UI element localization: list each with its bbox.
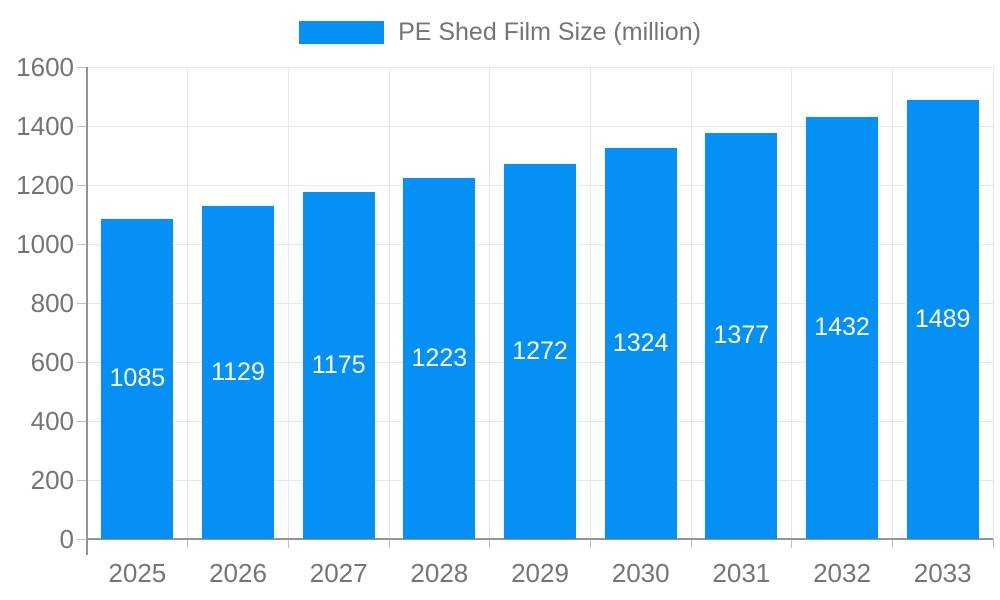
- x-axis-label: 2025: [108, 558, 167, 588]
- h-gridline: [87, 66, 993, 68]
- x-axis-label: 2031: [712, 558, 771, 588]
- bar-value-label: 1223: [411, 344, 468, 373]
- x-axis-label: 2030: [611, 558, 670, 588]
- y-axis-label: 600: [30, 347, 74, 377]
- y-axis-label: 1000: [16, 229, 74, 259]
- x-tick: [992, 539, 994, 548]
- y-axis-label: 400: [30, 406, 74, 436]
- bar-2026[interactable]: 1129: [202, 205, 274, 539]
- v-gridline: [489, 67, 491, 539]
- bar-2030[interactable]: 1324: [604, 148, 677, 539]
- y-axis-line: [86, 67, 88, 555]
- h-gridline: [87, 125, 993, 127]
- bar-value-label: 1324: [612, 329, 669, 358]
- x-axis-label: 2028: [410, 558, 469, 588]
- x-axis-label: 2027: [309, 558, 368, 588]
- bar-value-label: 1432: [814, 313, 870, 342]
- v-gridline: [187, 67, 189, 539]
- x-tick: [791, 539, 793, 548]
- bar-value-label: 1175: [311, 351, 366, 380]
- y-axis-label: 800: [30, 288, 74, 318]
- y-tick: [77, 538, 87, 540]
- bar-value-label: 1272: [512, 336, 568, 365]
- y-axis-label: 200: [30, 465, 74, 495]
- x-tick: [891, 539, 893, 548]
- v-gridline: [992, 67, 994, 539]
- bar-2032[interactable]: 1432: [806, 116, 878, 539]
- x-axis-label: 2029: [511, 558, 569, 588]
- v-gridline: [891, 67, 893, 539]
- y-axis-label: 1400: [16, 111, 74, 141]
- x-tick: [388, 539, 390, 548]
- y-tick: [77, 125, 87, 127]
- x-tick: [690, 539, 692, 548]
- legend-swatch: [299, 21, 385, 44]
- bar-2025[interactable]: 1085: [101, 218, 174, 539]
- v-gridline: [791, 67, 793, 539]
- x-axis-line: [87, 538, 993, 540]
- bar-2033[interactable]: 1489: [906, 99, 979, 539]
- bar-value-label: 1489: [914, 304, 971, 333]
- bar-2027[interactable]: 1175: [302, 192, 375, 539]
- bar-value-label: 1129: [211, 357, 265, 386]
- y-axis-label: 1200: [16, 170, 74, 200]
- x-tick: [589, 539, 591, 548]
- y-tick: [77, 184, 87, 186]
- legend[interactable]: PE Shed Film Size (million): [0, 18, 1000, 47]
- y-tick: [77, 479, 87, 481]
- legend-label: PE Shed Film Size (million): [398, 18, 701, 46]
- bar-value-label: 1377: [713, 321, 770, 350]
- v-gridline: [388, 67, 390, 539]
- x-tick: [489, 539, 491, 548]
- y-tick: [77, 243, 87, 245]
- x-axis-label: 2032: [813, 558, 871, 588]
- bar-2029[interactable]: 1272: [504, 163, 576, 539]
- y-tick: [77, 361, 87, 363]
- x-axis-label: 2026: [209, 558, 267, 588]
- y-tick: [77, 302, 87, 304]
- bar-2028[interactable]: 1223: [403, 178, 476, 539]
- y-axis-label: 0: [59, 524, 74, 554]
- x-tick: [187, 539, 189, 548]
- y-axis-label: 1600: [16, 52, 74, 82]
- bar-2031[interactable]: 1377: [705, 132, 778, 539]
- v-gridline: [287, 67, 289, 539]
- v-gridline: [589, 67, 591, 539]
- y-tick: [77, 420, 87, 422]
- x-tick: [287, 539, 289, 548]
- x-axis-label: 2033: [913, 558, 972, 588]
- bar-value-label: 1085: [109, 364, 166, 393]
- v-gridline: [690, 67, 692, 539]
- y-tick: [77, 66, 87, 68]
